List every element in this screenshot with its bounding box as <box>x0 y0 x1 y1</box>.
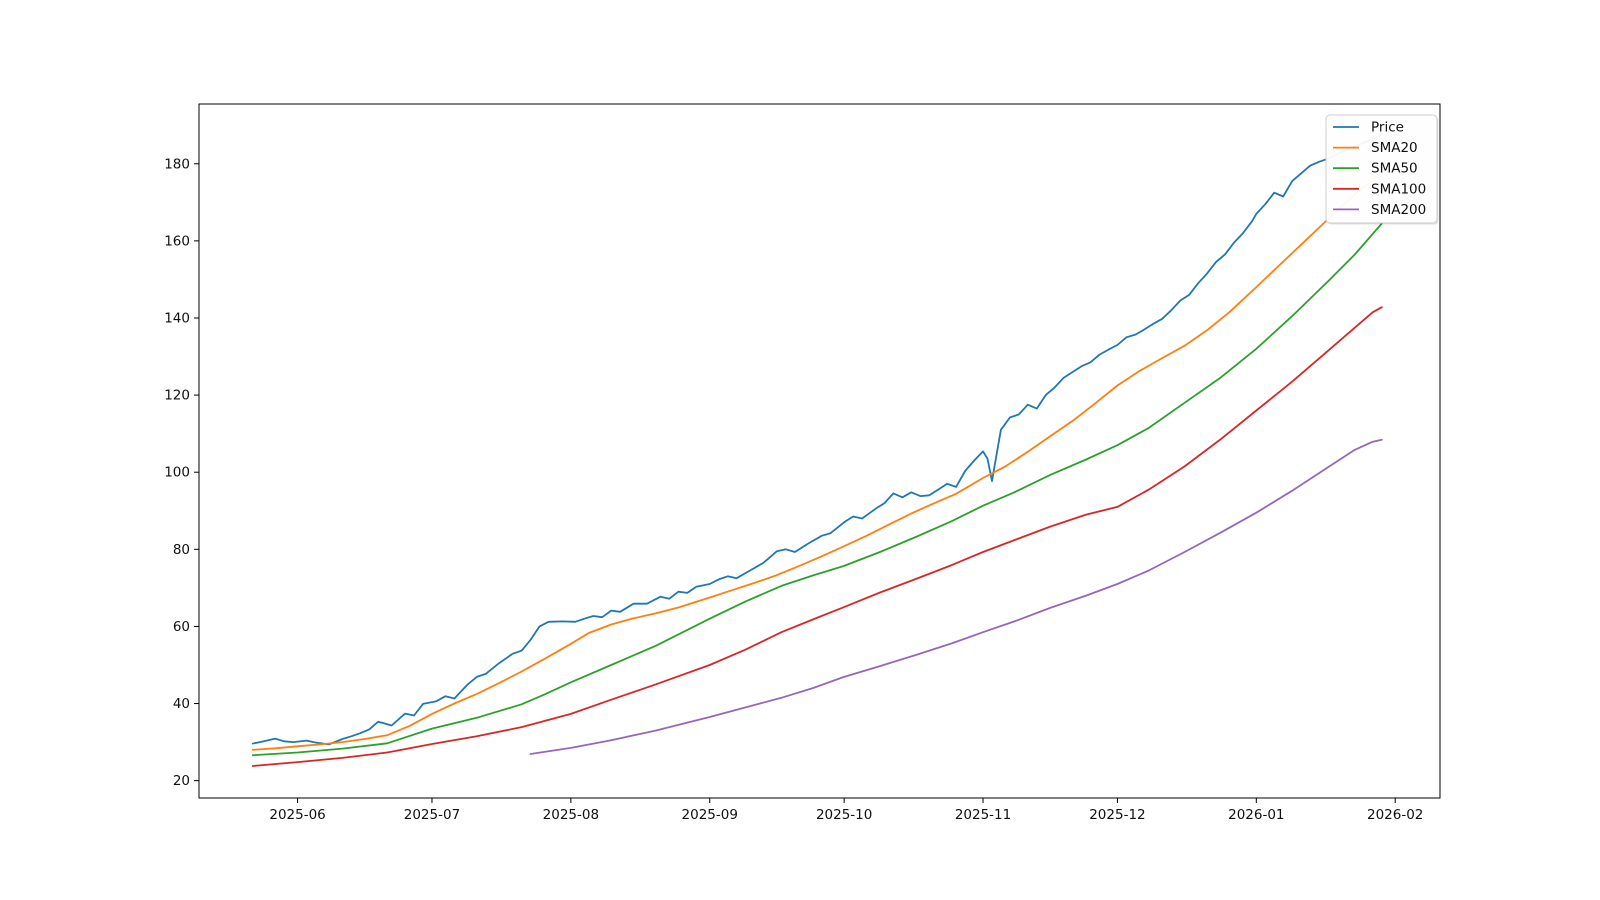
sma50-line <box>251 222 1383 757</box>
x-tick-label: 2026-02 <box>1367 807 1423 823</box>
x-tick-label: 2025-12 <box>1089 807 1145 823</box>
sma200-line <box>529 438 1383 755</box>
y-tick-label: 140 <box>164 310 190 326</box>
y-axis: 20 40 60 80 100 120 140 160 180 <box>164 156 199 789</box>
legend-entry-price: Price <box>1333 120 1404 136</box>
legend: Price SMA20 SMA50 SMA100 SMA200 <box>1325 114 1439 225</box>
legend-entry-sma20: SMA20 <box>1333 140 1418 156</box>
x-tick-label: 2025-10 <box>816 807 872 823</box>
sma100-line <box>251 306 1383 767</box>
x-tick-label: 2026-01 <box>1228 807 1284 823</box>
y-tick-label: 120 <box>164 388 190 404</box>
y-tick-label: 20 <box>173 773 190 789</box>
x-axis: 2025-06 2025-07 2025-08 2025-09 2025-10 2025-… <box>269 798 1423 823</box>
legend-label-sma100: SMA100 <box>1371 181 1426 197</box>
x-tick-label: 2025-09 <box>682 807 738 823</box>
y-tick-label: 40 <box>173 696 190 712</box>
x-tick-label: 2025-11 <box>955 807 1011 823</box>
legend-entry-sma100: SMA100 <box>1333 181 1426 197</box>
x-tick-label: 2025-06 <box>269 807 325 823</box>
y-tick-label: 160 <box>164 233 190 249</box>
y-tick-label: 60 <box>173 619 190 635</box>
sma20-line <box>251 171 1383 751</box>
legend-label-sma200: SMA200 <box>1371 202 1426 218</box>
y-tick-label: 80 <box>173 542 190 558</box>
y-tick-label: 100 <box>164 465 190 481</box>
legend-entry-sma200: SMA200 <box>1333 202 1426 218</box>
plot-area <box>198 103 1441 799</box>
legend-label-price: Price <box>1371 120 1404 136</box>
price-line <box>251 133 1383 746</box>
x-tick-label: 2025-08 <box>543 807 599 823</box>
y-tick-label: 180 <box>164 156 190 172</box>
legend-label-sma20: SMA20 <box>1371 140 1418 156</box>
legend-entry-sma50: SMA50 <box>1333 161 1418 177</box>
x-tick-label: 2025-07 <box>404 807 460 823</box>
legend-box <box>1325 114 1438 224</box>
legend-label-sma50: SMA50 <box>1371 161 1418 177</box>
